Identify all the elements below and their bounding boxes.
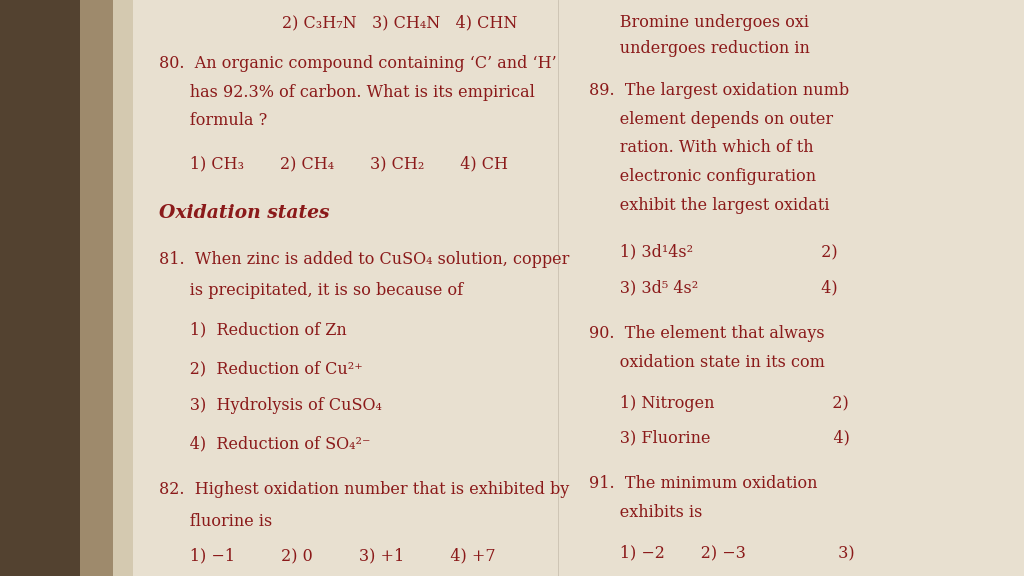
Text: 1) CH₃       2) CH₄       3) CH₂       4) CH: 1) CH₃ 2) CH₄ 3) CH₂ 4) CH: [159, 156, 508, 173]
Text: is precipitated, it is so because of: is precipitated, it is so because of: [159, 282, 463, 300]
Bar: [80, 0, 113, 576]
Text: 1) −2       2) −3                  3): 1) −2 2) −3 3): [589, 544, 854, 562]
Text: Bromine undergoes oxi: Bromine undergoes oxi: [589, 14, 809, 32]
Text: 1) Nitrogen                       2): 1) Nitrogen 2): [589, 395, 849, 412]
Text: 90.  The element that always: 90. The element that always: [589, 325, 824, 343]
Text: 2)  Reduction of Cu²⁺: 2) Reduction of Cu²⁺: [159, 360, 362, 377]
Text: 1) −1         2) 0         3) +1         4) +7: 1) −1 2) 0 3) +1 4) +7: [159, 547, 496, 564]
Text: 4)  Reduction of SO₄²⁻: 4) Reduction of SO₄²⁻: [159, 435, 371, 452]
Text: element depends on outer: element depends on outer: [589, 111, 833, 128]
Bar: [133, 0, 1024, 576]
Text: 89.  The largest oxidation numb: 89. The largest oxidation numb: [589, 82, 849, 99]
Text: fluorine is: fluorine is: [159, 513, 272, 530]
Text: 91.  The minimum oxidation: 91. The minimum oxidation: [589, 475, 817, 492]
Text: 80.  An organic compound containing ‘C’ and ‘H’: 80. An organic compound containing ‘C’ a…: [159, 55, 556, 72]
Text: 3) 3d⁵ 4s²                        4): 3) 3d⁵ 4s² 4): [589, 279, 838, 297]
Text: 1)  Reduction of Zn: 1) Reduction of Zn: [159, 321, 346, 339]
Text: exhibit the largest oxidati: exhibit the largest oxidati: [589, 197, 829, 214]
Text: 3) Fluorine                        4): 3) Fluorine 4): [589, 429, 850, 446]
Text: electronic configuration: electronic configuration: [589, 168, 816, 185]
Text: oxidation state in its com: oxidation state in its com: [589, 354, 824, 372]
Text: exhibits is: exhibits is: [589, 504, 702, 521]
Text: 1) 3d¹4s²                         2): 1) 3d¹4s² 2): [589, 243, 838, 260]
Text: 81.  When zinc is added to CuSO₄ solution, copper: 81. When zinc is added to CuSO₄ solution…: [159, 251, 569, 268]
Text: 2) C₃H₇N   3) CH₄N   4) CHN: 2) C₃H₇N 3) CH₄N 4) CHN: [282, 14, 517, 32]
Text: Oxidation states: Oxidation states: [159, 204, 330, 222]
Text: undergoes reduction in: undergoes reduction in: [589, 40, 810, 58]
Text: ration. With which of th: ration. With which of th: [589, 139, 813, 157]
Text: has 92.3% of carbon. What is its empirical: has 92.3% of carbon. What is its empiric…: [159, 84, 535, 101]
Text: 3)  Hydrolysis of CuSO₄: 3) Hydrolysis of CuSO₄: [159, 397, 382, 415]
Bar: [0, 0, 80, 576]
Text: 82.  Highest oxidation number that is exhibited by: 82. Highest oxidation number that is exh…: [159, 481, 569, 498]
Text: formula ?: formula ?: [159, 112, 267, 130]
